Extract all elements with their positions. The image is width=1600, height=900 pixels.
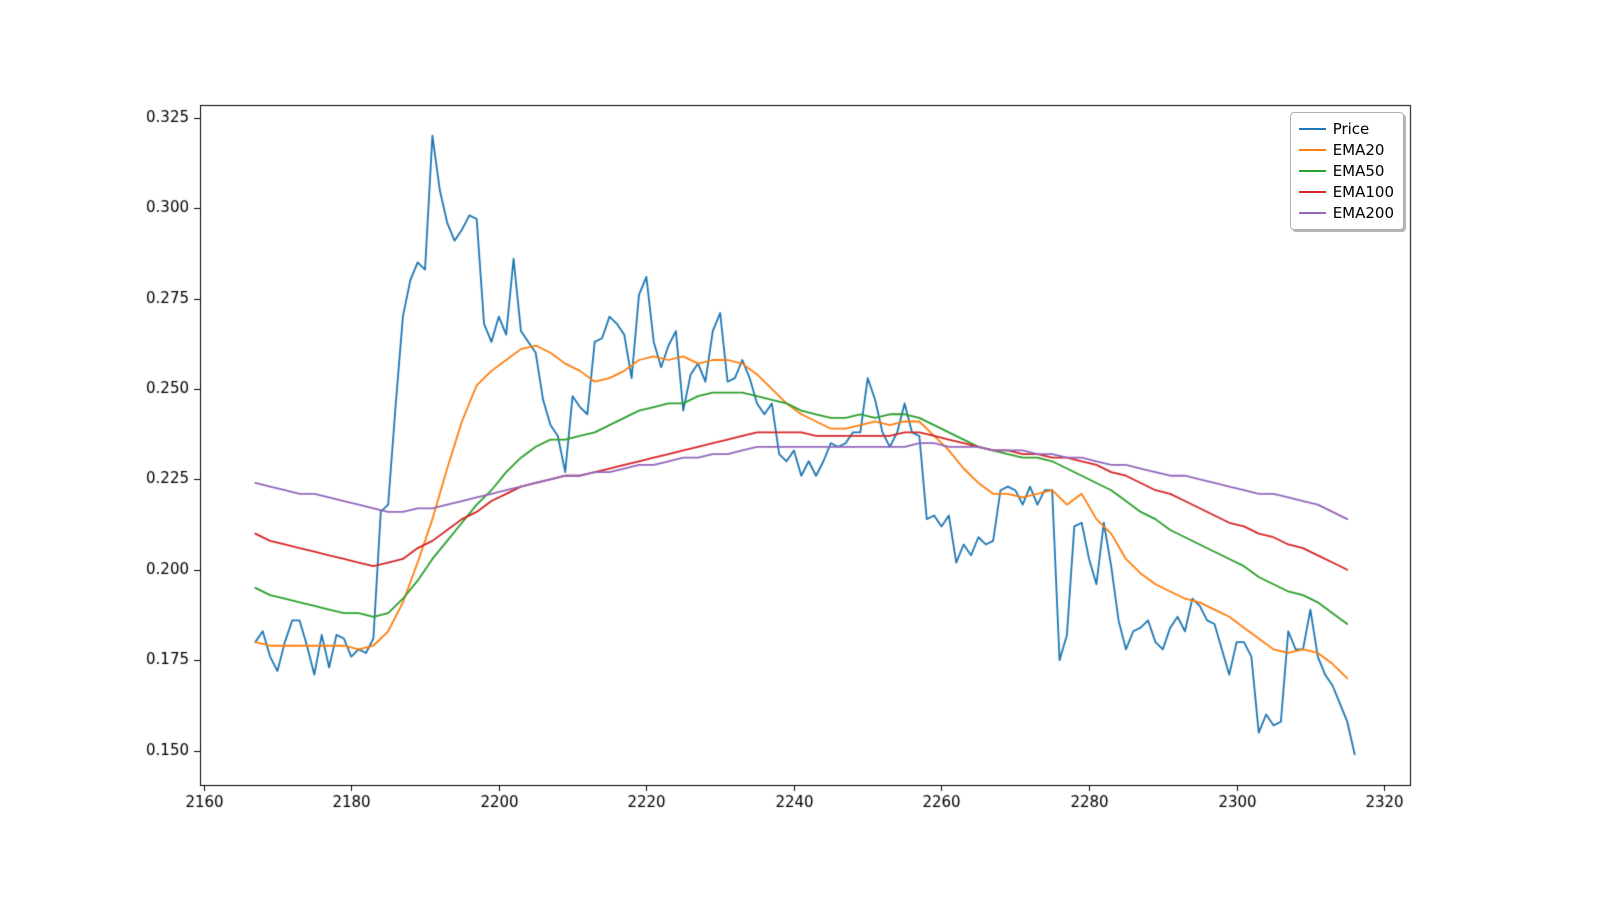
chart-legend: Price EMA20 EMA50 EMA100 EMA200 <box>1289 112 1404 230</box>
legend-line-swatch <box>1298 169 1326 172</box>
legend-entry-price: Price <box>1298 118 1394 139</box>
legend-line-swatch <box>1298 148 1326 151</box>
legend-entry-ema50: EMA50 <box>1298 160 1394 181</box>
legend-label: EMA50 <box>1332 161 1385 180</box>
legend-entry-ema20: EMA20 <box>1298 139 1394 160</box>
legend-entry-ema200: EMA200 <box>1298 202 1394 223</box>
legend-entry-ema100: EMA100 <box>1298 181 1394 202</box>
legend-line-swatch <box>1298 190 1326 193</box>
legend-label: EMA200 <box>1332 203 1394 222</box>
legend-line-swatch <box>1298 211 1326 214</box>
legend-label: EMA20 <box>1332 140 1385 159</box>
legend-label: Price <box>1332 119 1370 138</box>
legend-label: EMA100 <box>1332 182 1394 201</box>
legend-line-swatch <box>1298 127 1326 130</box>
